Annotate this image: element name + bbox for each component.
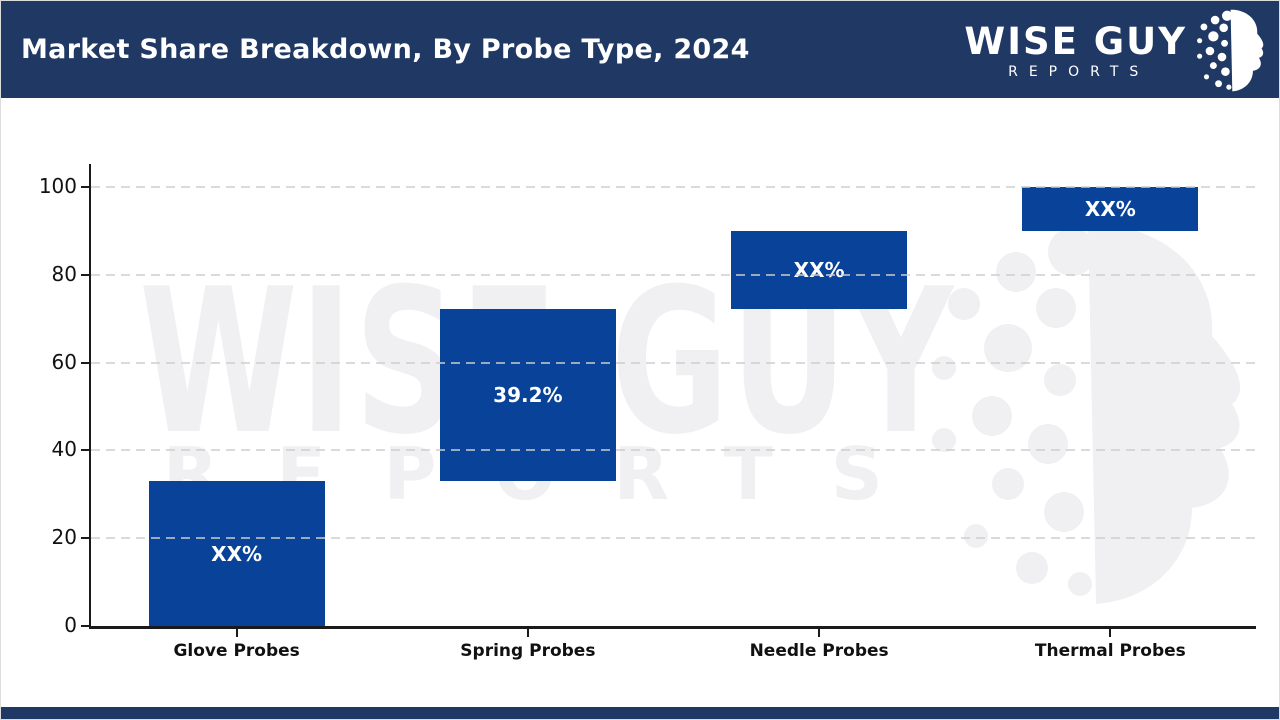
y-tick-label: 80 (51, 261, 77, 286)
y-tick-label: 40 (51, 437, 77, 462)
bar-value-label: XX% (1084, 196, 1136, 221)
x-tick-label: Thermal Probes (1034, 641, 1186, 661)
x-tick-mark (1109, 629, 1112, 637)
bar-value-label: XX% (211, 541, 263, 566)
bar-segment: XX% (731, 230, 908, 310)
y-tick-mark (81, 361, 89, 364)
gridline (91, 537, 1256, 540)
wiseguy-logo: WISE GUY REPORTS (964, 7, 1267, 95)
y-tick-mark (81, 537, 89, 540)
gridline (91, 449, 1256, 452)
y-tick-mark (81, 625, 89, 627)
y-tick-label: 20 (51, 525, 77, 550)
watermark-face-icon (932, 224, 1241, 604)
y-tick-label: 0 (64, 613, 77, 637)
x-tick-mark (235, 629, 238, 637)
chart-title: Market Share Breakdown, By Probe Type, 2… (21, 34, 750, 65)
x-tick-mark (526, 629, 529, 637)
y-tick-label: 100 (38, 174, 77, 198)
x-tick-label: Spring Probes (460, 641, 596, 661)
gridline (91, 273, 1256, 276)
y-tick-label: 60 (51, 349, 77, 374)
bar-value-label: 39.2% (493, 383, 563, 408)
header-bar: Market Share Breakdown, By Probe Type, 2… (1, 1, 1279, 98)
y-axis-spine (89, 164, 91, 629)
bar-segment: XX% (148, 481, 325, 626)
y-tick-mark (81, 273, 89, 276)
logo-wordmark: WISE GUY (964, 20, 1187, 63)
x-tick-label: Glove Probes (173, 641, 300, 661)
y-tick-mark (81, 449, 89, 452)
logo-subtitle: REPORTS (1008, 64, 1150, 80)
logo-text: WISE GUY REPORTS (964, 20, 1187, 81)
bar-segment: XX% (1022, 187, 1199, 231)
x-tick-mark (818, 629, 821, 637)
x-axis-spine (89, 626, 1256, 629)
gridline (91, 186, 1256, 188)
bar-value-label: XX% (793, 257, 845, 282)
gridline (91, 361, 1256, 364)
bar-segment: 39.2% (439, 309, 616, 482)
x-tick-label: Needle Probes (749, 641, 889, 661)
footer-bar (1, 707, 1279, 719)
logo-face-icon (1197, 9, 1264, 92)
y-tick-mark (81, 186, 89, 188)
